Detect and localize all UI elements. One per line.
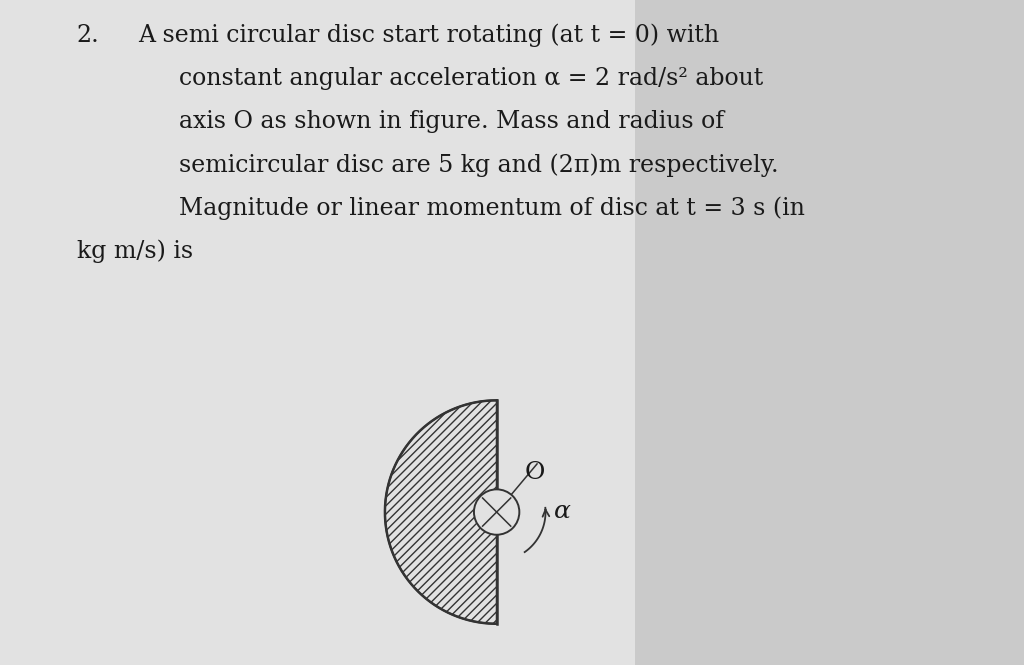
Text: α: α <box>554 500 571 523</box>
Bar <box>635 0 1024 665</box>
Text: semicircular disc are 5 kg and (2π)m respectively.: semicircular disc are 5 kg and (2π)m res… <box>179 154 779 177</box>
Text: kg m/s) is: kg m/s) is <box>77 240 193 263</box>
Text: axis O as shown in figure. Mass and radius of: axis O as shown in figure. Mass and radi… <box>179 110 724 133</box>
Text: A semi circular disc start rotating (at t = 0) with: A semi circular disc start rotating (at … <box>138 24 720 47</box>
Circle shape <box>474 489 519 535</box>
Text: Magnitude or linear momentum of disc at t = 3 s (in: Magnitude or linear momentum of disc at … <box>179 197 805 220</box>
Text: 2.: 2. <box>77 24 99 47</box>
Text: O: O <box>524 461 545 484</box>
Text: constant angular acceleration α = 2 rad/s² about: constant angular acceleration α = 2 rad/… <box>179 67 764 90</box>
